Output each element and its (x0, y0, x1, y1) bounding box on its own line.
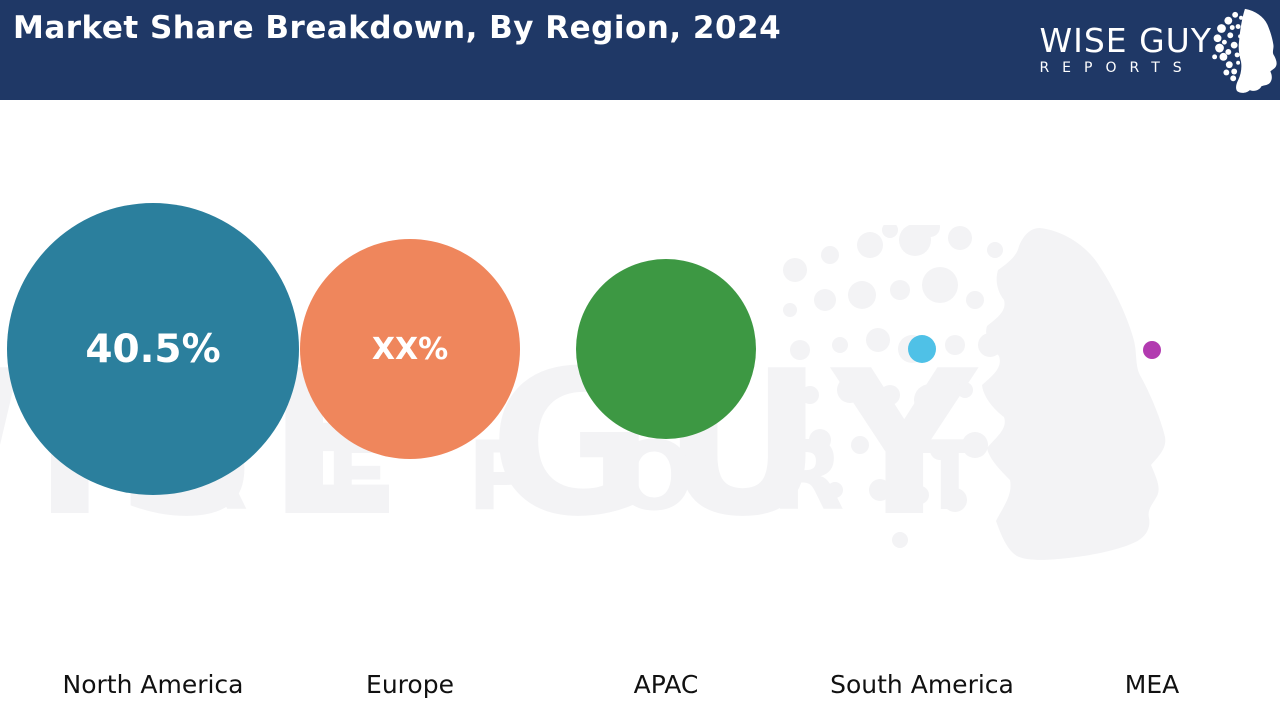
watermark-head-icon (783, 225, 1166, 560)
logo-wordmark: WISE GUY (1039, 21, 1212, 61)
chart-area: WISE GUY REPORTS 40.5%XX% North AmericaE… (0, 100, 1280, 720)
wiseguy-logo: WISE GUY REPORTS (1039, 4, 1278, 96)
bubble-apac (576, 259, 756, 439)
category-label-north-america: North America (62, 670, 244, 699)
wiseguy-head-icon (1212, 8, 1277, 93)
category-label-south-america: South America (830, 670, 1014, 699)
bubble-mea (1143, 341, 1161, 359)
category-label-mea: MEA (1124, 670, 1180, 699)
category-label-apac: APAC (633, 670, 699, 699)
bubble-north-america: 40.5% (7, 203, 299, 495)
bubble-europe: XX% (300, 239, 520, 459)
category-label-europe: Europe (366, 670, 454, 699)
page-title: Market Share Breakdown, By Region, 2024 (13, 10, 782, 46)
logo-reports-label: REPORTS (1039, 60, 1195, 77)
logo-wordmark-block: WISE GUY REPORTS (1039, 21, 1212, 77)
header-bar: Market Share Breakdown, By Region, 2024 … (0, 0, 1280, 100)
bubble-south-america (908, 335, 936, 363)
bubble-value-label: XX% (371, 331, 449, 367)
bubble-value-label: 40.5% (85, 326, 221, 372)
